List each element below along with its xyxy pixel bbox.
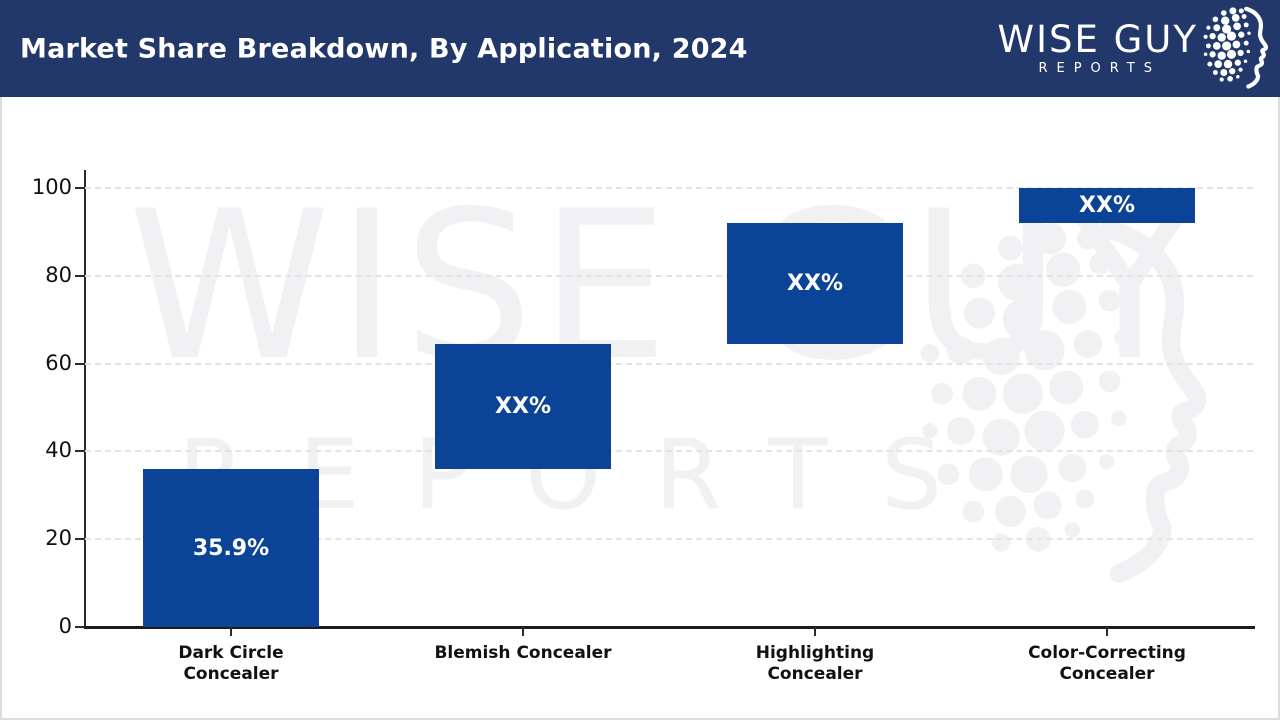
y-tick-label: 60: [45, 350, 72, 375]
y-tick-label: 100: [31, 175, 72, 199]
bar-value-label: XX%: [1079, 193, 1135, 219]
x-category-label: Blemish Concealer: [434, 643, 612, 663]
gridline-100: [85, 187, 1253, 189]
y-tick-label: 40: [45, 438, 72, 463]
y-tick-mark: [75, 626, 84, 628]
logo-wordmark: WISE GUY: [997, 17, 1198, 61]
y-tick-mark: [75, 362, 84, 365]
page-title: Market Share Breakdown, By Application, …: [20, 33, 748, 64]
gridline-80: [85, 274, 1253, 277]
gridline-20: [85, 538, 1253, 541]
y-tick-label: 0: [58, 614, 72, 638]
bar-value-label: 35.9%: [192, 535, 270, 561]
x-tick-mark: [1106, 627, 1108, 636]
y-axis-line: [84, 170, 86, 628]
wise-guy-logo: WISE GUY REPORTS: [998, 6, 1270, 90]
logo-text: WISE GUY REPORTS: [998, 21, 1198, 76]
page-border-left: [0, 97, 2, 720]
x-category-label: Highlighting Concealer: [755, 643, 875, 684]
gridline-60: [85, 362, 1253, 365]
x-tick-mark: [230, 627, 232, 636]
y-tick-mark: [75, 187, 84, 189]
page-border-bottom: [0, 718, 1280, 720]
bar-segment: 35.9%: [143, 469, 319, 627]
x-category-label: Color-Correcting Concealer: [1028, 643, 1186, 684]
y-tick-mark: [75, 274, 84, 277]
header-bar: Market Share Breakdown, By Application, …: [0, 0, 1280, 97]
x-tick-mark: [814, 627, 816, 636]
y-tick-mark: [75, 450, 84, 453]
bar-segment: XX%: [1019, 188, 1195, 224]
logo-subtext: REPORTS: [1038, 60, 1162, 76]
y-tick-label: 80: [45, 262, 72, 287]
y-tick-mark: [75, 538, 84, 541]
y-tick-label: 20: [45, 526, 72, 551]
x-category-label: Dark Circle Concealer: [178, 643, 284, 684]
bar-segment: XX%: [435, 343, 611, 469]
gridline-40: [85, 450, 1253, 453]
bar-value-label: XX%: [787, 270, 843, 296]
bar-segment: XX%: [727, 223, 903, 344]
x-axis-line: [84, 626, 1255, 629]
bar-value-label: XX%: [495, 393, 551, 419]
x-tick-mark: [522, 627, 524, 636]
page-border-right: [1278, 97, 1280, 720]
